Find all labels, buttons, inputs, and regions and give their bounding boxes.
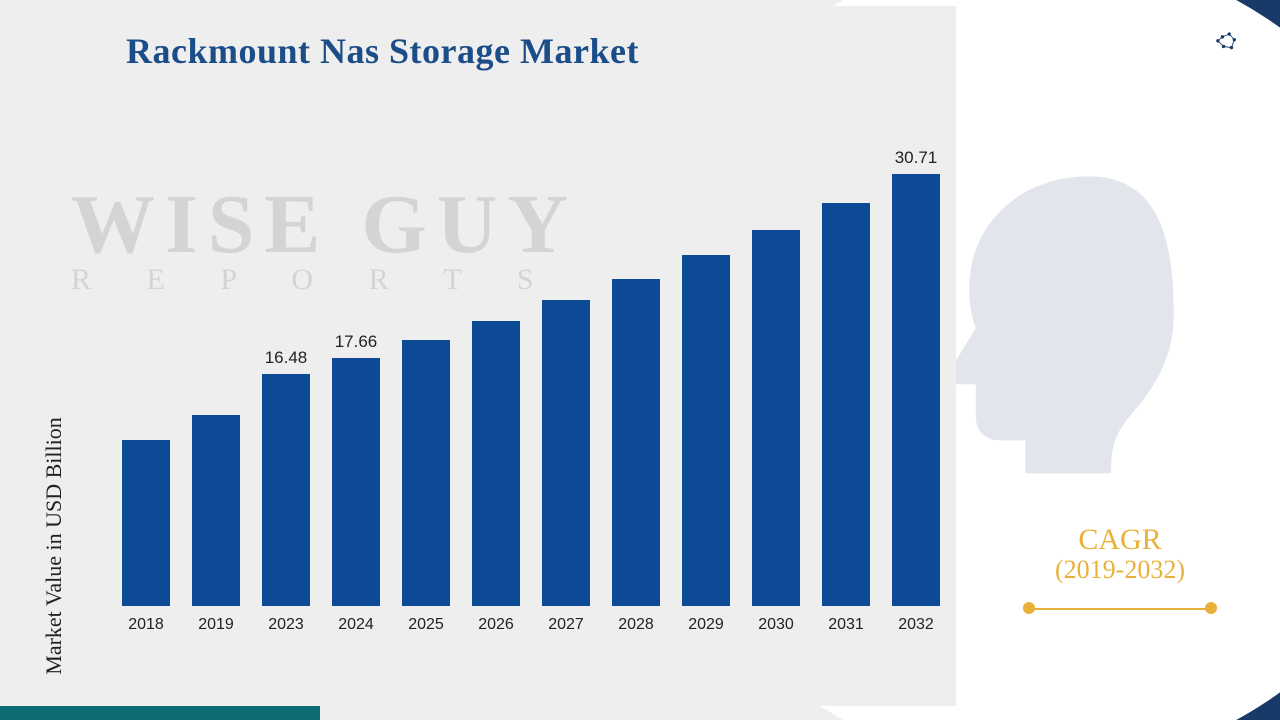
cagr-value: 7.16% — [1000, 627, 1240, 664]
cagr-label: CAGR — [1000, 523, 1240, 557]
logo-line2: R E P O R T S — [990, 49, 1185, 81]
bar-slot — [111, 414, 181, 606]
chart-card: Rackmount Nas Storage Market WISE GUY R … — [6, 6, 956, 706]
y-axis-label: Market Value in USD Billion — [41, 346, 67, 720]
bar-slot — [741, 204, 811, 606]
x-tick-label: 2027 — [531, 616, 601, 634]
x-tick-label: 2019 — [181, 616, 251, 634]
bar — [122, 440, 170, 606]
cagr-divider — [1025, 599, 1215, 617]
chart-title: Rackmount Nas Storage Market — [126, 30, 639, 72]
logo-line1: WISE GUY — [990, 20, 1185, 51]
plot-area: 16.4817.6630.71 201820192023202420252026… — [111, 156, 951, 606]
x-tick-label: 2023 — [251, 616, 321, 634]
bar-slot — [601, 253, 671, 606]
bar — [402, 340, 450, 606]
bar — [262, 374, 310, 606]
bar — [752, 230, 800, 606]
bar-slot — [181, 389, 251, 606]
bar-slot — [461, 295, 531, 606]
x-tick-label: 2029 — [671, 616, 741, 634]
bar — [682, 255, 730, 606]
bar-slot — [671, 229, 741, 606]
x-tick-label: 2025 — [391, 616, 461, 634]
x-tick-label: 2031 — [811, 616, 881, 634]
x-axis-labels: 2018201920232024202520262027202820292030… — [111, 616, 951, 634]
x-tick-label: 2026 — [461, 616, 531, 634]
x-tick-label: 2028 — [601, 616, 671, 634]
bar-slot: 17.66 — [321, 332, 391, 606]
x-tick-label: 2032 — [881, 616, 951, 634]
bar-slot — [531, 274, 601, 606]
bar-value-label: 30.71 — [895, 148, 938, 168]
bars-container: 16.4817.6630.71 — [111, 156, 951, 606]
bar — [612, 279, 660, 606]
bar-value-label: 16.48 — [265, 348, 308, 368]
bar-slot: 16.48 — [251, 348, 321, 606]
cagr-block: CAGR (2019-2032) 7.16% — [1000, 523, 1240, 664]
x-tick-label: 2030 — [741, 616, 811, 634]
bar-slot — [391, 314, 461, 606]
bar — [822, 203, 870, 606]
stage: Rackmount Nas Storage Market WISE GUY R … — [0, 0, 1280, 720]
head-icon — [1193, 21, 1250, 81]
bar-value-label: 17.66 — [335, 332, 378, 352]
bar — [892, 174, 940, 606]
bar — [192, 415, 240, 606]
brand-logo: WISE GUY R E P O R T S — [990, 20, 1250, 81]
bar-slot — [811, 177, 881, 606]
bar — [542, 300, 590, 606]
bar — [332, 358, 380, 606]
bar — [472, 321, 520, 606]
x-tick-label: 2024 — [321, 616, 391, 634]
x-tick-label: 2018 — [111, 616, 181, 634]
cagr-period: (2019-2032) — [1000, 555, 1240, 585]
chart-area: WISE GUY R E P O R T S Market Value in U… — [61, 136, 961, 656]
bar-slot: 30.71 — [881, 148, 951, 606]
